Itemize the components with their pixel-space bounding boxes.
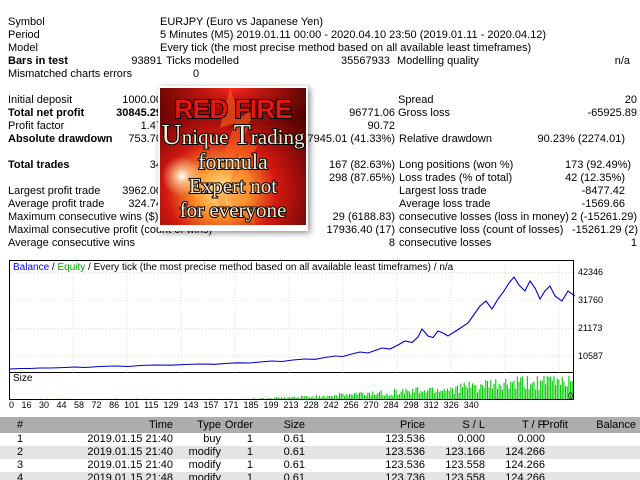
svg-text:Expert not: Expert not [189,174,277,198]
svg-text:formula: formula [198,149,268,174]
svg-text:Unique Trading: Unique Trading [162,120,305,151]
svg-text:for everyone: for everyone [180,198,287,222]
